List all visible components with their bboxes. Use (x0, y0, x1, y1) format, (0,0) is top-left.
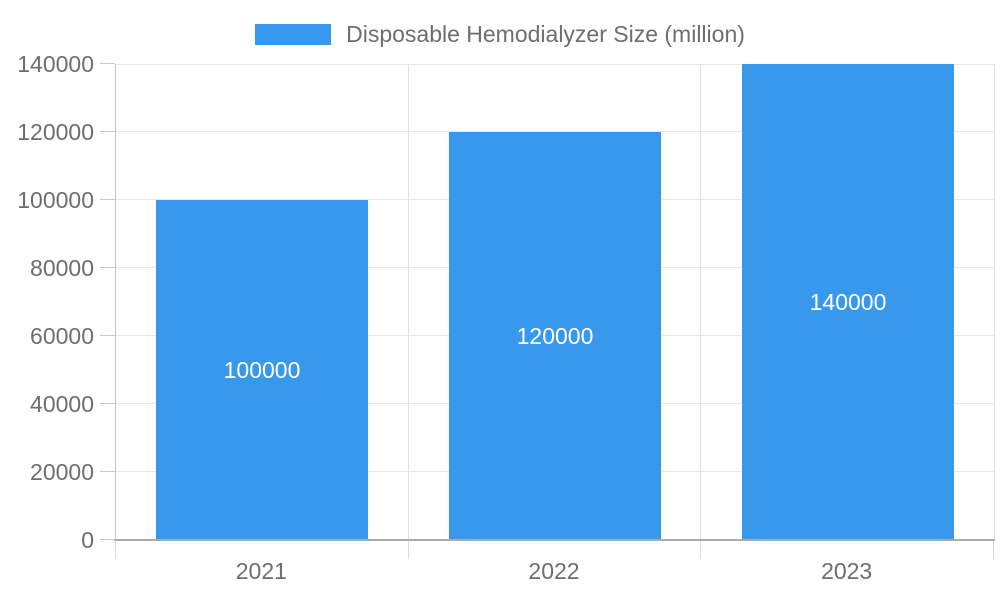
y-tick (100, 471, 115, 472)
y-tick-label: 80000 (30, 255, 94, 281)
legend: Disposable Hemodialyzer Size (million) (0, 21, 1000, 48)
category-separator (700, 64, 701, 540)
plot-area: 100000 120000 140000 (115, 64, 995, 540)
x-tick (993, 541, 994, 559)
bar: 120000 (449, 132, 661, 540)
bar-value-label: 140000 (809, 288, 887, 315)
bar: 100000 (156, 200, 368, 540)
gridline (116, 131, 994, 132)
category-separator (408, 64, 409, 540)
x-axis-line (114, 539, 995, 541)
x-tick-label: 2023 (821, 558, 873, 584)
y-tick (100, 539, 115, 540)
y-tick-label: 120000 (17, 119, 94, 145)
y-tick-label: 0 (81, 527, 94, 553)
x-tick-label: 2022 (528, 558, 580, 584)
y-tick-label: 40000 (30, 391, 94, 417)
y-tick (100, 403, 115, 404)
legend-label: Disposable Hemodialyzer Size (million) (346, 21, 745, 47)
bar-value-label: 120000 (516, 322, 594, 349)
y-tick-label: 100000 (17, 187, 94, 213)
y-tick-label: 20000 (30, 459, 94, 485)
y-tick (100, 199, 115, 200)
x-tick (700, 541, 701, 559)
y-tick-label: 140000 (17, 51, 94, 77)
x-tick (115, 541, 116, 559)
x-tick-label: 2021 (235, 558, 287, 584)
legend-swatch (255, 24, 332, 45)
gridline (116, 64, 994, 65)
bar-value-label: 100000 (223, 356, 301, 383)
y-tick (100, 63, 115, 64)
bar: 140000 (742, 64, 954, 540)
y-tick (100, 131, 115, 132)
x-tick (408, 541, 409, 559)
y-tick (100, 267, 115, 268)
y-tick-label: 60000 (30, 323, 94, 349)
y-tick (100, 335, 115, 336)
